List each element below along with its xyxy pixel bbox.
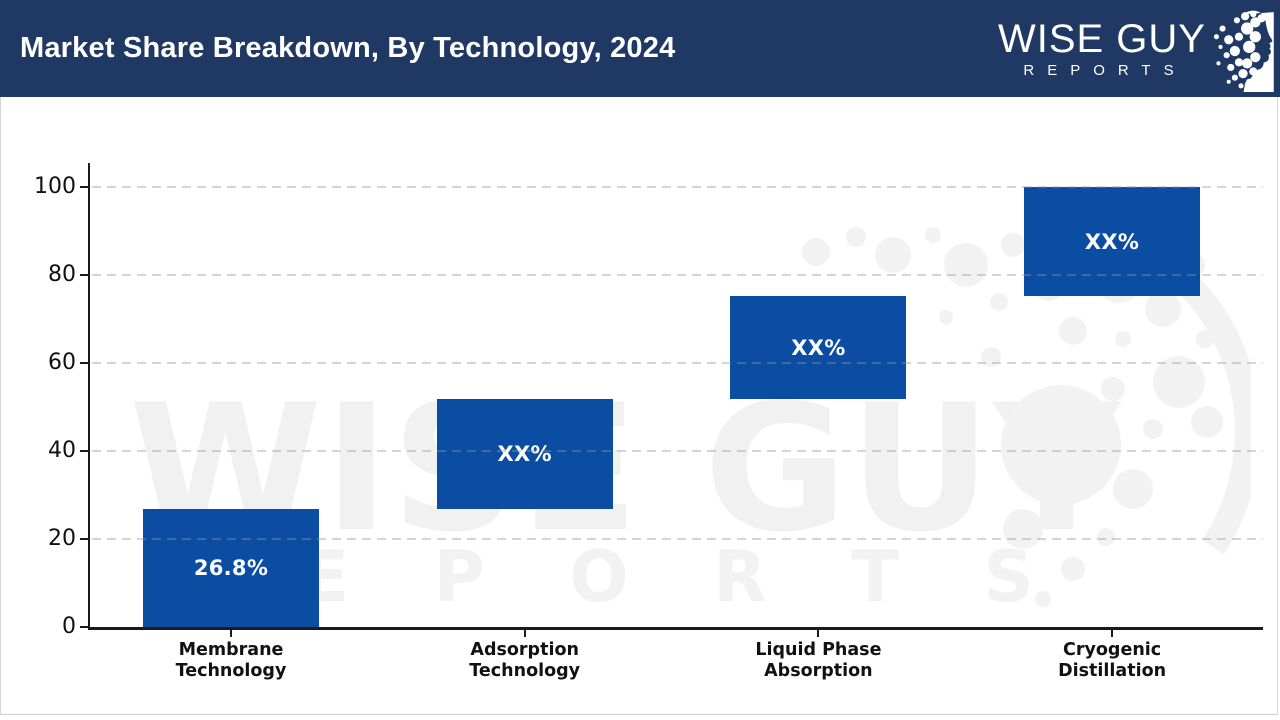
gridline-80 <box>92 274 1263 276</box>
x-category-label-line: Distillation <box>1058 661 1167 681</box>
y-tick-mark-20 <box>80 538 88 540</box>
y-tick-label-20: 20 <box>48 526 76 551</box>
bar-membrane-technology: 26.8% <box>143 509 319 627</box>
x-axis-line <box>88 627 1263 630</box>
x-category-label-adsorption-technology: Adsorption Technology <box>405 640 645 682</box>
y-axis-line <box>88 163 90 630</box>
brand-logo: WISE GUY REPORTS <box>998 6 1280 92</box>
x-category-label-line: Technology <box>469 661 581 681</box>
y-tick-label-100: 100 <box>34 174 76 199</box>
y-tick-mark-60 <box>80 362 88 364</box>
bar-cryogenic-distillation: XX% <box>1024 187 1201 297</box>
gridline-60 <box>92 362 1263 364</box>
chart-canvas: WISE GUY R E P O R T S 0 20 40 60 80 100 26.8%… <box>0 97 1278 715</box>
y-tick-label-80: 80 <box>48 262 76 287</box>
bar-label-liquid-phase-absorption: XX% <box>791 335 846 360</box>
bar-label-cryogenic-distillation: XX% <box>1084 229 1140 254</box>
x-tick-mark-liquid-phase-absorption <box>817 630 820 637</box>
y-tick-label-40: 40 <box>48 438 76 463</box>
x-category-label-line: Liquid Phase <box>755 640 882 660</box>
x-category-label-line: Technology <box>175 661 287 681</box>
x-category-label-membrane-technology: Membrane Technology <box>111 640 351 682</box>
y-tick-mark-0 <box>80 626 88 628</box>
x-category-label-liquid-phase-absorption: Liquid Phase Absorption <box>698 640 938 682</box>
gridline-20 <box>92 538 1263 540</box>
bar-label-membrane-technology: 26.8% <box>193 556 269 581</box>
x-category-label-line: Adsorption <box>470 640 579 660</box>
brand-subname: REPORTS <box>1023 61 1187 79</box>
bar-liquid-phase-absorption: XX% <box>730 296 907 400</box>
x-category-label-cryogenic-distillation: Cryogenic Distillation <box>992 640 1232 682</box>
x-category-label-line: Cryogenic <box>1063 640 1162 660</box>
brand-logo-text: WISE GUY REPORTS <box>998 19 1206 79</box>
x-category-label-line: Absorption <box>764 661 873 681</box>
app-header: Market Share Breakdown, By Technology, 2… <box>0 0 1280 97</box>
brand-face-icon <box>1213 10 1274 92</box>
y-tick-label-0: 0 <box>62 614 76 639</box>
x-tick-mark-cryogenic-distillation <box>1111 630 1114 637</box>
gridline-40 <box>92 450 1263 452</box>
y-tick-mark-80 <box>80 274 88 276</box>
bar-adsorption-technology: XX% <box>436 399 613 510</box>
y-tick-label-60: 60 <box>48 350 76 375</box>
gridline-100 <box>92 186 1263 188</box>
x-tick-mark-membrane-technology <box>230 630 232 637</box>
y-tick-mark-100 <box>80 186 88 188</box>
chart-title: Market Share Breakdown, By Technology, 2… <box>20 32 676 64</box>
y-tick-mark-40 <box>80 450 88 452</box>
x-tick-mark-adsorption-technology <box>523 630 526 637</box>
x-category-label-line: Membrane <box>178 640 284 660</box>
bar-label-adsorption-technology: XX% <box>497 442 552 467</box>
brand-name: WISE GUY <box>997 16 1206 61</box>
